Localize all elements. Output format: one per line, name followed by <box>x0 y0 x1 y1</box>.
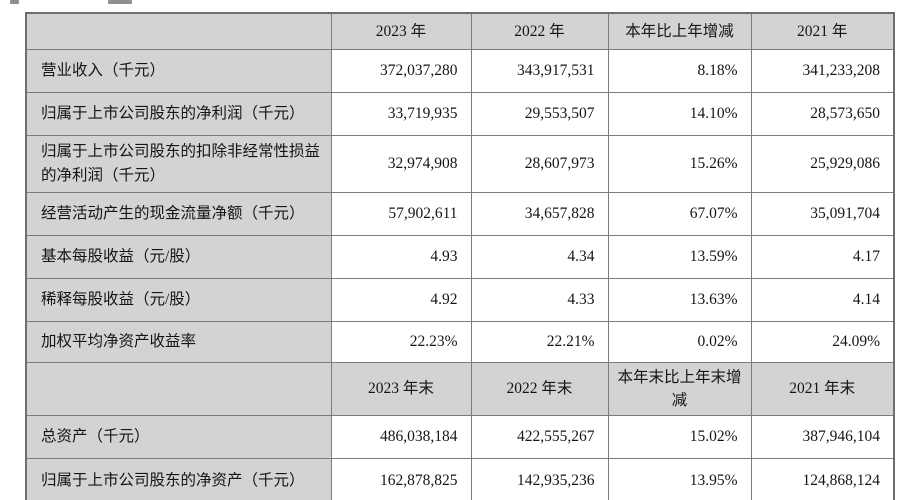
value-change: 13.59% <box>607 234 752 279</box>
value-2023: 22.23% <box>330 320 472 363</box>
value-2021: 35,091,704 <box>750 191 895 236</box>
value-2022-end: 142,935,236 <box>470 458 609 500</box>
value-change: 15.26% <box>607 134 752 193</box>
col-header-2023-end: 2023 年末 <box>330 361 472 416</box>
col-header-2022: 2022 年 <box>470 12 609 50</box>
value-2023: 4.92 <box>330 277 472 322</box>
value-change: 8.18% <box>607 48 752 93</box>
col-header-yoy-change: 本年比上年增减 <box>607 12 752 50</box>
value-2021-end: 387,946,104 <box>750 415 895 459</box>
table-row: 归属于上市公司股东的扣除非经常性损益的净利润（千元） 32,974,908 28… <box>25 134 895 193</box>
table-row: 归属于上市公司股东的净资产（千元） 162,878,825 142,935,23… <box>25 458 895 500</box>
row-label: 营业收入（千元） <box>25 48 332 93</box>
value-2021: 24.09% <box>750 320 895 363</box>
row-label: 归属于上市公司股东的扣除非经常性损益的净利润（千元） <box>25 134 332 193</box>
table-row: 经营活动产生的现金流量净额（千元） 57,902,611 34,657,828 … <box>25 191 895 236</box>
corner-cell <box>25 361 332 416</box>
row-label: 归属于上市公司股东的净资产（千元） <box>25 458 332 500</box>
value-2023: 32,974,908 <box>330 134 472 193</box>
row-label: 总资产（千元） <box>25 415 332 459</box>
col-header-2021: 2021 年 <box>750 12 895 50</box>
row-label: 基本每股收益（元/股） <box>25 234 332 279</box>
value-2021-end: 124,868,124 <box>750 458 895 500</box>
value-change: 13.63% <box>607 277 752 322</box>
clipped-text-remnant <box>10 0 19 4</box>
value-change: 14.10% <box>607 91 752 136</box>
table-row: 加权平均净资产收益率 22.23% 22.21% 0.02% 24.09% <box>25 320 895 363</box>
col-header-2022-end: 2022 年末 <box>470 361 609 416</box>
value-2023: 57,902,611 <box>330 191 472 236</box>
corner-cell <box>25 12 332 50</box>
value-2021: 28,573,650 <box>750 91 895 136</box>
value-2023-end: 486,038,184 <box>330 415 472 459</box>
value-change: 0.02% <box>607 320 752 363</box>
value-change: 15.02% <box>607 415 752 459</box>
value-2022: 29,553,507 <box>470 91 609 136</box>
value-change: 13.95% <box>607 458 752 500</box>
value-2021: 25,929,086 <box>750 134 895 193</box>
table-row: 稀释每股收益（元/股） 4.92 4.33 13.63% 4.14 <box>25 277 895 322</box>
col-header-2023: 2023 年 <box>330 12 472 50</box>
financial-summary-table: 2023 年 2022 年 本年比上年增减 2021 年 营业收入（千元） 37… <box>25 12 895 500</box>
value-2022: 4.34 <box>470 234 609 279</box>
table-row: 总资产（千元） 486,038,184 422,555,267 15.02% 3… <box>25 415 895 459</box>
value-2023-end: 162,878,825 <box>330 458 472 500</box>
table-header-row-yearend: 2023 年末 2022 年末 本年末比上年末增减 2021 年末 <box>25 361 895 416</box>
row-label: 经营活动产生的现金流量净额（千元） <box>25 191 332 236</box>
clipped-text-remnant <box>108 0 132 4</box>
value-2022: 28,607,973 <box>470 134 609 193</box>
value-2023: 4.93 <box>330 234 472 279</box>
table-header-row-annual: 2023 年 2022 年 本年比上年增减 2021 年 <box>25 12 895 50</box>
col-header-yearend-change: 本年末比上年末增减 <box>607 361 752 416</box>
value-2021: 4.14 <box>750 277 895 322</box>
row-label: 稀释每股收益（元/股） <box>25 277 332 322</box>
value-2023: 372,037,280 <box>330 48 472 93</box>
table-row: 归属于上市公司股东的净利润（千元） 33,719,935 29,553,507 … <box>25 91 895 136</box>
value-2021: 341,233,208 <box>750 48 895 93</box>
table-row: 基本每股收益（元/股） 4.93 4.34 13.59% 4.17 <box>25 234 895 279</box>
value-2022: 4.33 <box>470 277 609 322</box>
value-2023: 33,719,935 <box>330 91 472 136</box>
value-2022: 22.21% <box>470 320 609 363</box>
row-label: 归属于上市公司股东的净利润（千元） <box>25 91 332 136</box>
value-2022: 343,917,531 <box>470 48 609 93</box>
value-2022: 34,657,828 <box>470 191 609 236</box>
row-label: 加权平均净资产收益率 <box>25 320 332 363</box>
value-change: 67.07% <box>607 191 752 236</box>
table-row: 营业收入（千元） 372,037,280 343,917,531 8.18% 3… <box>25 48 895 93</box>
col-header-2021-end: 2021 年末 <box>750 361 895 416</box>
value-2021: 4.17 <box>750 234 895 279</box>
value-2022-end: 422,555,267 <box>470 415 609 459</box>
